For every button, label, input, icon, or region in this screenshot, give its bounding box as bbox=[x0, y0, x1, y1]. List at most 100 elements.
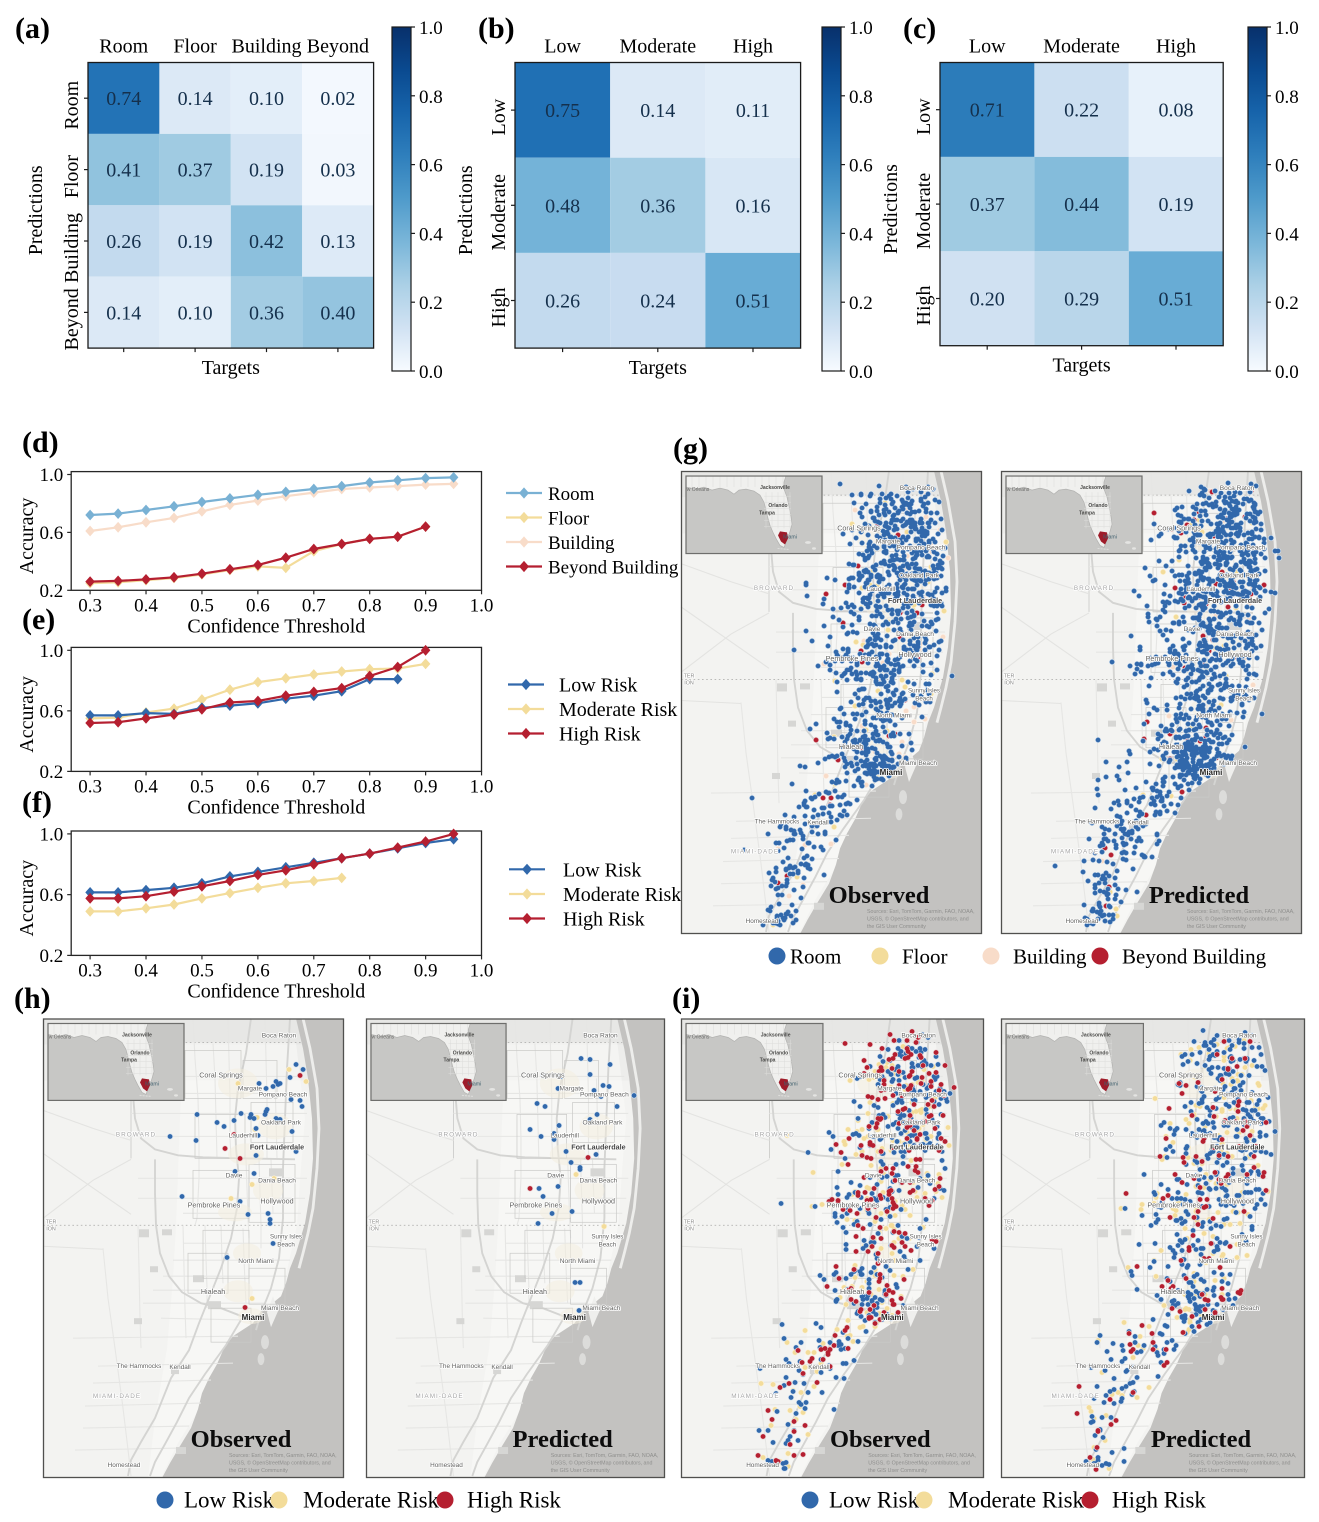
svg-text:Miami Beach: Miami Beach bbox=[901, 1305, 939, 1312]
svg-text:0.22: 0.22 bbox=[1064, 100, 1099, 122]
svg-text:1.0: 1.0 bbox=[470, 776, 494, 797]
svg-text:Miami Beach: Miami Beach bbox=[582, 1305, 620, 1312]
svg-text:(h): (h) bbox=[14, 982, 51, 1015]
svg-text:Davie: Davie bbox=[864, 626, 881, 633]
svg-text:0.14: 0.14 bbox=[640, 100, 675, 122]
svg-text:the GIS User Community: the GIS User Community bbox=[1189, 1468, 1248, 1474]
svg-text:Pembroke Pines: Pembroke Pines bbox=[1146, 654, 1199, 663]
svg-text:Moderate Risk: Moderate Risk bbox=[948, 1488, 1085, 1513]
svg-text:Hollywood: Hollywood bbox=[900, 1196, 933, 1205]
svg-text:w Orleans: w Orleans bbox=[1007, 487, 1030, 493]
svg-text:Miami: Miami bbox=[563, 1313, 586, 1322]
svg-text:Tampa: Tampa bbox=[1080, 1057, 1096, 1063]
svg-text:BROWARD: BROWARD bbox=[1074, 585, 1114, 592]
svg-text:0.8: 0.8 bbox=[358, 595, 382, 616]
svg-text:Sources: Esri, TomTom, Garmin,: Sources: Esri, TomTom, Garmin, FAO, NOAA… bbox=[868, 1453, 976, 1459]
svg-text:Sunny Isles: Sunny Isles bbox=[270, 1233, 302, 1240]
svg-text:Homestead: Homestead bbox=[746, 1462, 779, 1469]
svg-text:0.13: 0.13 bbox=[320, 231, 355, 253]
svg-text:Davie: Davie bbox=[226, 1172, 243, 1179]
svg-text:Dania Beach: Dania Beach bbox=[1216, 631, 1254, 638]
svg-text:1.0: 1.0 bbox=[39, 824, 63, 845]
svg-text:Coral Springs: Coral Springs bbox=[521, 1070, 565, 1079]
svg-text:Predicted: Predicted bbox=[1151, 1426, 1252, 1453]
svg-text:0.9: 0.9 bbox=[414, 960, 438, 981]
svg-text:Oakland Park: Oakland Park bbox=[899, 573, 940, 580]
svg-text:Building: Building bbox=[231, 36, 301, 58]
svg-text:BROWARD: BROWARD bbox=[755, 1131, 795, 1138]
svg-text:0.6: 0.6 bbox=[1275, 156, 1299, 177]
svg-text:Accuracy: Accuracy bbox=[16, 860, 38, 937]
svg-text:Kendall: Kendall bbox=[169, 1364, 190, 1371]
svg-text:Margate: Margate bbox=[877, 1085, 902, 1092]
svg-text:0.2: 0.2 bbox=[1275, 293, 1299, 314]
svg-text:0.2: 0.2 bbox=[39, 581, 63, 602]
svg-text:Low: Low bbox=[913, 98, 935, 135]
svg-text:Room: Room bbox=[99, 36, 148, 58]
svg-text:BROWARD: BROWARD bbox=[754, 585, 794, 592]
svg-text:Boca Raton: Boca Raton bbox=[900, 485, 935, 492]
svg-text:Moderate Risk: Moderate Risk bbox=[563, 884, 681, 906]
svg-text:0.36: 0.36 bbox=[249, 302, 284, 324]
svg-text:The Hammocks: The Hammocks bbox=[1075, 818, 1120, 825]
svg-text:the GIS User Community: the GIS User Community bbox=[551, 1468, 610, 1474]
svg-text:0.08: 0.08 bbox=[1159, 100, 1194, 122]
svg-text:ION: ION bbox=[684, 680, 694, 686]
svg-text:Coral Springs: Coral Springs bbox=[199, 1070, 243, 1079]
svg-text:0.0: 0.0 bbox=[849, 362, 873, 383]
svg-text:Sources: Esri, TomTom, Garmin,: Sources: Esri, TomTom, Garmin, FAO, NOAA… bbox=[229, 1453, 337, 1459]
svg-text:Room: Room bbox=[61, 80, 83, 129]
svg-text:0.6: 0.6 bbox=[39, 523, 63, 544]
svg-text:Miami: Miami bbox=[1103, 534, 1117, 540]
svg-text:Miami: Miami bbox=[145, 1081, 159, 1087]
svg-text:Low: Low bbox=[969, 36, 1006, 58]
svg-text:(b): (b) bbox=[478, 12, 515, 45]
svg-text:Davie: Davie bbox=[865, 1172, 882, 1179]
svg-text:1.0: 1.0 bbox=[849, 18, 873, 39]
svg-text:North Miami: North Miami bbox=[876, 713, 912, 720]
svg-text:0.5: 0.5 bbox=[190, 776, 214, 797]
svg-text:Miami: Miami bbox=[242, 1313, 265, 1322]
svg-text:0.26: 0.26 bbox=[106, 231, 141, 253]
svg-text:0.4: 0.4 bbox=[849, 224, 873, 245]
svg-text:0.75: 0.75 bbox=[545, 100, 580, 122]
svg-text:0.4: 0.4 bbox=[134, 776, 158, 797]
svg-text:Homestead: Homestead bbox=[746, 918, 779, 925]
svg-text:Boca Raton: Boca Raton bbox=[1220, 485, 1255, 492]
svg-text:(g): (g) bbox=[673, 432, 708, 465]
svg-text:0.0: 0.0 bbox=[419, 362, 443, 383]
svg-text:Margate: Margate bbox=[238, 1085, 263, 1092]
svg-text:Hollywood: Hollywood bbox=[1221, 1196, 1254, 1205]
svg-text:0.4: 0.4 bbox=[1275, 224, 1299, 245]
svg-text:0.40: 0.40 bbox=[320, 302, 355, 324]
svg-text:0.29: 0.29 bbox=[1064, 289, 1099, 311]
svg-text:Orlando: Orlando bbox=[1089, 1050, 1108, 1056]
svg-text:0.3: 0.3 bbox=[78, 776, 102, 797]
svg-text:Miami Beach: Miami Beach bbox=[1219, 760, 1257, 767]
svg-text:Jacksonville: Jacksonville bbox=[445, 1032, 475, 1038]
svg-text:Homestead: Homestead bbox=[1066, 918, 1099, 925]
svg-text:1.0: 1.0 bbox=[1275, 18, 1299, 39]
svg-text:Low: Low bbox=[488, 98, 510, 135]
svg-text:0.20: 0.20 bbox=[970, 289, 1005, 311]
svg-text:0.74: 0.74 bbox=[106, 88, 141, 110]
svg-text:w Orleans: w Orleans bbox=[687, 1034, 710, 1040]
svg-text:Pompano Beach: Pompano Beach bbox=[1219, 1091, 1268, 1098]
svg-text:North Miami: North Miami bbox=[560, 1258, 596, 1265]
svg-text:0.24: 0.24 bbox=[640, 291, 675, 313]
svg-text:Orlando: Orlando bbox=[453, 1050, 472, 1056]
svg-text:(f): (f) bbox=[22, 786, 52, 819]
svg-text:1.0: 1.0 bbox=[39, 641, 63, 662]
svg-text:Moderate: Moderate bbox=[1043, 36, 1120, 58]
svg-text:0.11: 0.11 bbox=[736, 100, 770, 122]
svg-text:The Hammocks: The Hammocks bbox=[439, 1363, 484, 1370]
svg-text:ION: ION bbox=[46, 1226, 56, 1232]
svg-text:Observed: Observed bbox=[830, 1426, 931, 1453]
svg-text:North Miami: North Miami bbox=[1196, 713, 1232, 720]
svg-text:Boca Raton: Boca Raton bbox=[901, 1032, 936, 1039]
svg-text:0.37: 0.37 bbox=[178, 160, 213, 182]
svg-text:TER: TER bbox=[684, 1219, 695, 1225]
svg-text:Targets: Targets bbox=[629, 357, 687, 379]
svg-text:0.8: 0.8 bbox=[419, 87, 443, 108]
svg-text:USGS, © OpenStreetMap contribu: USGS, © OpenStreetMap contributors, and bbox=[1187, 915, 1289, 922]
